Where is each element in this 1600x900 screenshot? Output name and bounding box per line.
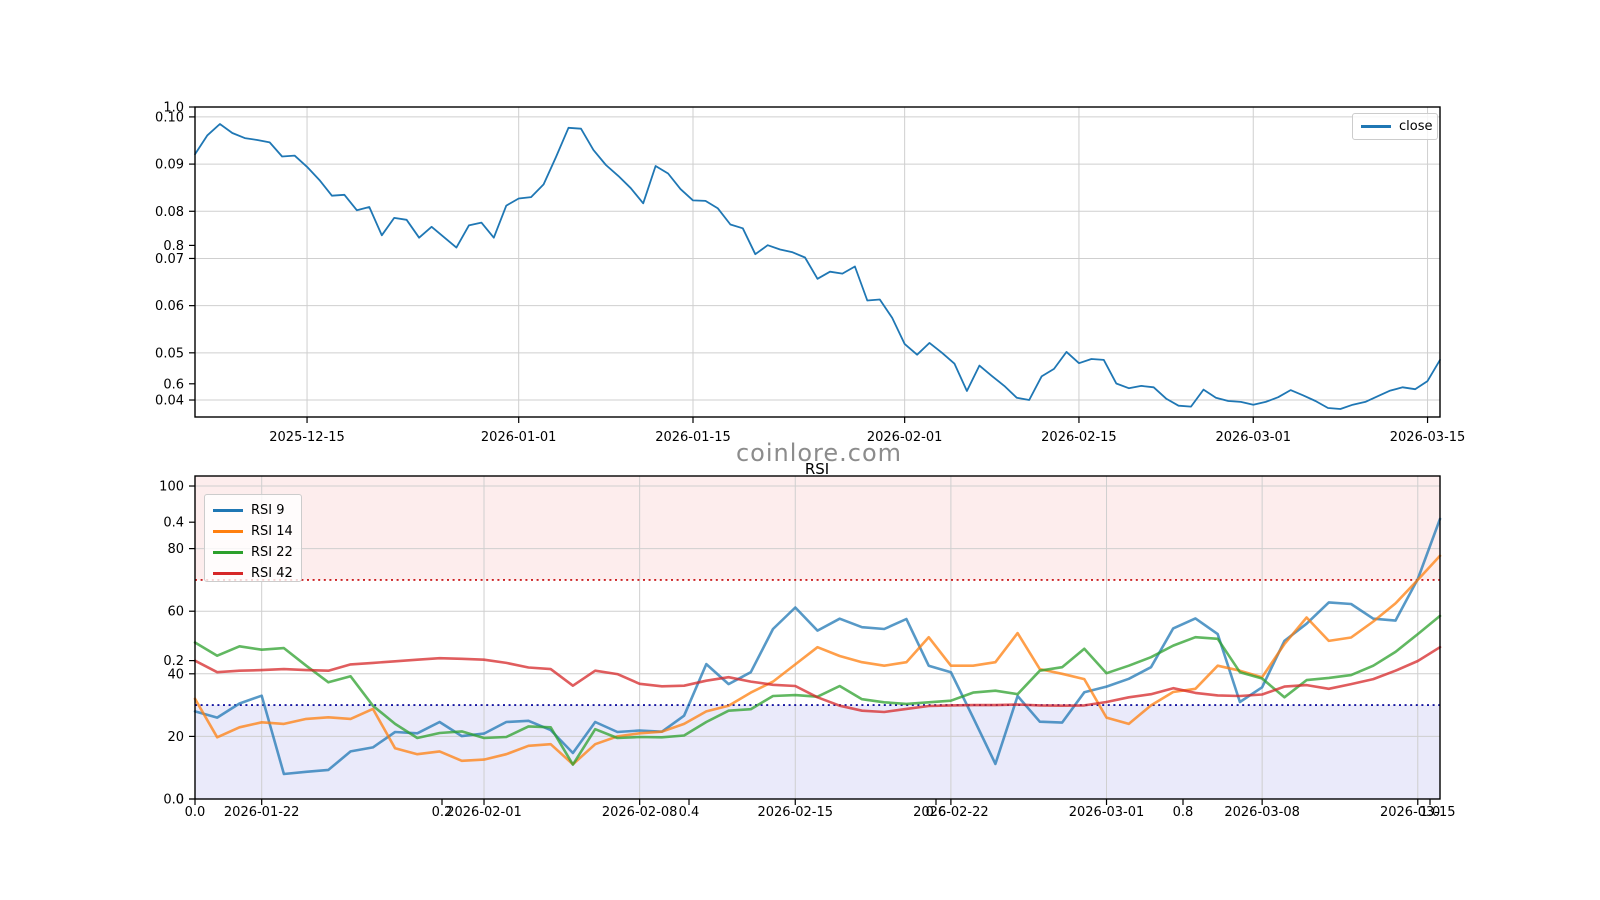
overlay-xtick-label: 0.6 <box>926 805 947 820</box>
rsi-14-series <box>193 554 1442 766</box>
overlay-ytick-label: 0.2 <box>163 654 184 669</box>
ytick-label: 0.08 <box>155 205 184 220</box>
rsi-9-series <box>193 517 1442 776</box>
rsi-legend: RSI 9 RSI 14 RSI 22 RSI 42 <box>204 494 302 582</box>
ytick-label: 100 <box>159 480 184 495</box>
rsi42-line-swatch <box>213 572 243 575</box>
ytick-label: 0.10 <box>155 110 184 125</box>
price-panel-spines <box>194 106 1441 418</box>
overlay-xtick-label: 0.8 <box>1173 805 1194 820</box>
ytick-label: 0.05 <box>155 346 184 361</box>
close-series <box>194 123 1441 410</box>
xtick-label: 2026-02-01 <box>867 430 943 445</box>
rsi-panel-band <box>195 476 1440 580</box>
rsi9-line-swatch <box>213 509 243 512</box>
xtick-label: 2026-03-15 <box>1380 805 1456 820</box>
xtick-label: 2026-02-08 <box>602 805 678 820</box>
ytick-label: 80 <box>167 542 184 557</box>
rsi22-legend-label: RSI 22 <box>251 545 293 560</box>
rsi-panel-band <box>195 705 1440 799</box>
ytick-label: 60 <box>167 605 184 620</box>
xtick-label: 2026-02-15 <box>1041 430 1117 445</box>
ytick-label: 20 <box>167 730 184 745</box>
rsi-legend-entry: RSI 22 <box>213 542 293 563</box>
rsi-legend-entry: RSI 42 <box>213 563 293 584</box>
close-legend: close <box>1352 113 1438 140</box>
xtick-label: 2026-03-01 <box>1069 805 1145 820</box>
ytick-label: 0.04 <box>155 394 184 409</box>
xtick-label: 2026-02-01 <box>446 805 522 820</box>
overlay-ytick-label: 0.6 <box>163 377 184 392</box>
xtick-label: 2026-02-15 <box>757 805 833 820</box>
ytick-label: 40 <box>167 667 184 682</box>
xtick-label: 2026-01-15 <box>655 430 731 445</box>
xtick-label: 2026-02-22 <box>913 805 989 820</box>
xtick-label: 2025-12-15 <box>269 430 345 445</box>
xtick-label: 2026-01-01 <box>481 430 557 445</box>
close-line-swatch <box>1361 125 1391 128</box>
xtick-label: 2026-03-01 <box>1215 430 1291 445</box>
overlay-xtick-label: 1.0 <box>1420 805 1441 820</box>
rsi-legend-entry: RSI 14 <box>213 521 293 542</box>
rsi14-line-swatch <box>213 530 243 533</box>
rsi-panel: 0 20 40 60 80 100 2026-01-22 2026-02-01 2026-02-… <box>159 475 1456 820</box>
overlay-axis: 1.0 0.8 0.6 0.4 0.2 0.00.0 0.2 0.4 0.6 0.8 1.0 <box>163 101 1440 821</box>
rsi-legend-entry: RSI 9 <box>213 500 293 521</box>
rsi22-line-swatch <box>213 551 243 554</box>
overlay-ytick-label: 0.4 <box>163 516 184 531</box>
overlay-ytick-label: 1.0 <box>163 101 184 116</box>
rsi-chart-title: RSI <box>804 460 830 478</box>
ytick-label: 0.09 <box>155 158 184 173</box>
price-panel: 0.04 0.05 0.06 0.07 0.08 0.09 0.10 2025-12-15 20… <box>155 106 1466 445</box>
rsi42-legend-label: RSI 42 <box>251 566 293 581</box>
ytick-label: 0 <box>176 793 184 808</box>
rsi14-legend-label: RSI 14 <box>251 524 293 539</box>
overlay-ytick-label: 0.0 <box>163 793 184 808</box>
overlay-xtick-label: 0.4 <box>679 805 700 820</box>
close-legend-entry: close <box>1361 118 1433 135</box>
xtick-label: 2026-03-15 <box>1390 430 1466 445</box>
ytick-label: 0.07 <box>155 252 184 267</box>
xtick-label: 2026-03-08 <box>1224 805 1300 820</box>
close-legend-label: close <box>1399 119 1433 134</box>
ytick-label: 0.06 <box>155 299 184 314</box>
rsi9-legend-label: RSI 9 <box>251 503 285 518</box>
watermark: coinlore.com <box>735 439 903 467</box>
rsi-42-series <box>193 645 1442 714</box>
xtick-label: 2026-01-22 <box>224 805 300 820</box>
rsi-panel-spines <box>194 475 1441 800</box>
overlay-ytick-label: 0.8 <box>163 239 184 254</box>
overlay-xtick-label: 0.0 <box>185 805 206 820</box>
overlay-xtick-label: 0.2 <box>432 805 453 820</box>
